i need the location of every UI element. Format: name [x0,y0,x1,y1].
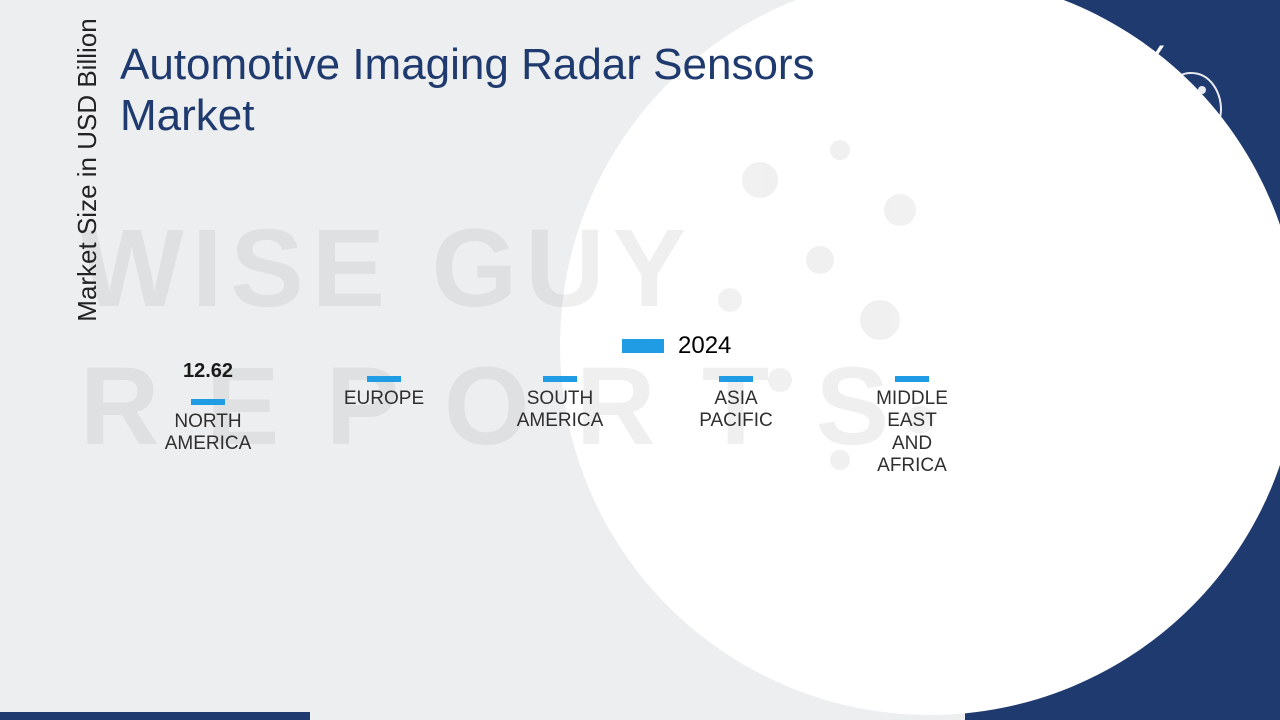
legend-label: 2024 [678,332,731,360]
logo-text-sub: REPORTS [958,81,1166,97]
bar [367,376,401,382]
category-label: NORTH AMERICA [138,411,278,456]
y-axis-label: Market Size in USD Billion [72,0,103,370]
chart-canvas: WISE GUY R E P O R T S Automotive Imagin… [0,0,1280,720]
region-middle-east-and-africa: MIDDLE EAST AND AFRICA [842,360,982,478]
brand-logo: WISE GUY REPORTS [958,38,1246,97]
legend-swatch [622,339,664,353]
logo-text-main: WISE GUY [958,38,1166,83]
bar [895,376,929,382]
legend: 2024 [622,332,731,360]
data-label: 12.62 [138,360,278,383]
category-label: MIDDLE EAST AND AFRICA [842,388,982,478]
bottom-accent-bar [0,712,310,720]
region-north-america: 12.62 NORTH AMERICA [138,360,278,456]
region-asia-pacific: ASIA PACIFIC [666,360,806,433]
bar [719,376,753,382]
category-label: ASIA PACIFIC [666,388,806,433]
category-label: SOUTH AMERICA [490,388,630,433]
bar [543,376,577,382]
chart-title: Automotive Imaging Radar Sensors Market [120,40,840,141]
bar [191,399,225,405]
region-south-america: SOUTH AMERICA [490,360,630,433]
category-label: EUROPE [314,388,454,410]
chart-area: 12.62NORTH AMERICAEUROPESOUTH AMERICAASI… [120,360,940,450]
region-europe: EUROPE [314,360,454,410]
